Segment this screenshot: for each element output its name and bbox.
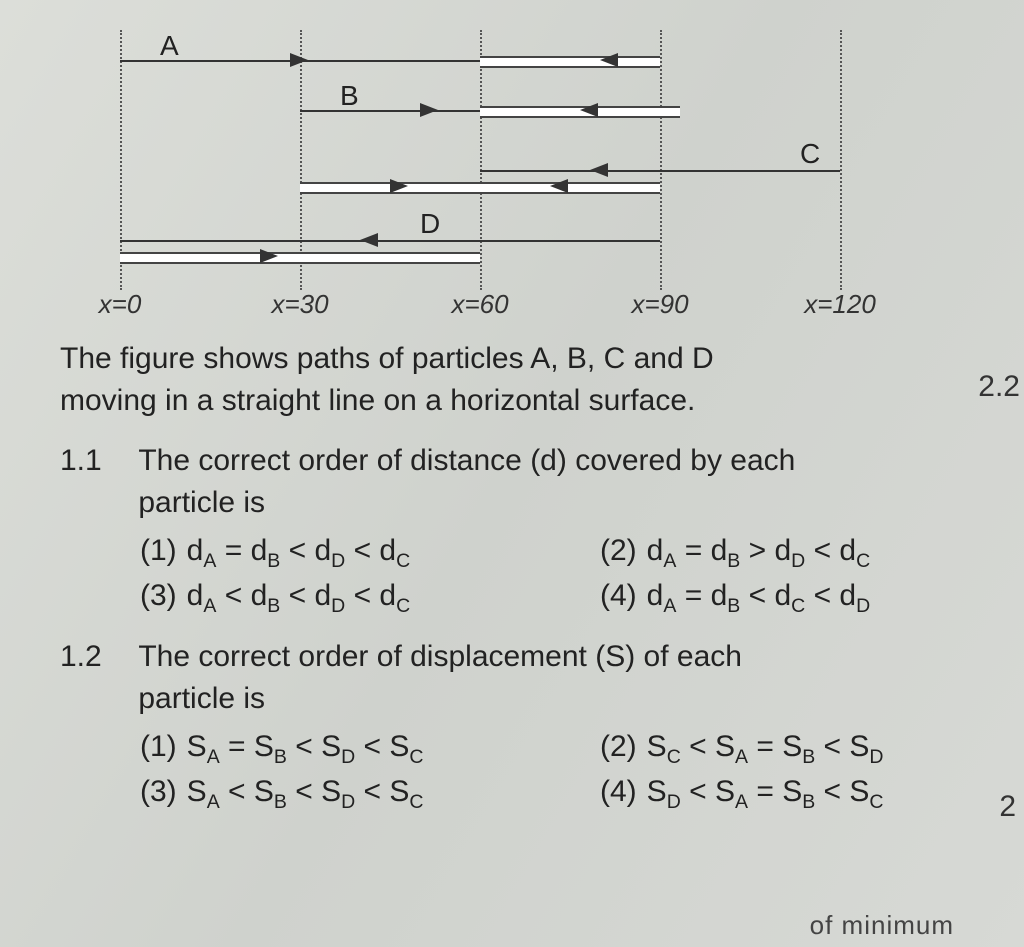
answer-option[interactable]: (4) dA = dB < dC < dD <box>600 579 1000 618</box>
particle-path-diagram: x=0x=30x=60x=90x=120ABCD <box>120 30 940 320</box>
direction-arrow-icon <box>600 53 618 67</box>
option-formula: dA = dB < dD < dC <box>187 534 411 573</box>
path-line <box>300 110 480 112</box>
direction-arrow-icon <box>590 163 608 177</box>
x-axis-label: x=30 <box>271 289 328 320</box>
direction-arrow-icon <box>360 233 378 247</box>
particle-label-a: A <box>160 30 179 62</box>
cropped-text: of minimum <box>810 910 954 941</box>
path-line <box>120 240 660 242</box>
option-formula: dA = dB > dD < dC <box>647 534 871 573</box>
option-formula: SA < SB < SD < SC <box>187 775 424 814</box>
direction-arrow-icon <box>550 179 568 193</box>
figure-caption: The figure shows paths of particles A, B… <box>60 338 940 422</box>
answer-option[interactable]: (1) dA = dB < dD < dC <box>140 534 540 573</box>
option-number: (2) <box>600 730 637 764</box>
answer-option[interactable]: (2) SC < SA = SB < SD <box>600 730 1000 769</box>
page: x=0 x=30 x=60 x=90 x=120 A B C D The figure show… <box>0 0 1024 947</box>
path-line <box>480 170 840 172</box>
path-track <box>480 56 660 68</box>
option-formula: SA = SB < SD < SC <box>187 730 424 769</box>
x-axis-label: x=60 <box>451 289 508 320</box>
option-row: (3) SA < SB < SD < SC (4) SD < SA = SB < SC <box>140 775 994 814</box>
direction-arrow-icon <box>390 179 408 193</box>
x-gridline <box>660 30 662 290</box>
x-gridline <box>300 30 302 290</box>
caption-line-1: The figure shows paths of particles A, B… <box>60 342 714 375</box>
option-formula: dA < dB < dD < dC <box>187 579 411 618</box>
option-number: (4) <box>600 579 637 613</box>
option-number: (3) <box>140 775 177 809</box>
x-axis-label: x=120 <box>804 289 876 320</box>
question-text: The correct order of displacement (S) of… <box>138 636 938 720</box>
option-formula: SD < SA = SB < SC <box>647 775 884 814</box>
question-1-2: 1.2 The correct order of displacement (S… <box>60 636 940 720</box>
path-track <box>300 182 660 194</box>
question-1-options: (1) dA = dB < dD < dC (2) dA = dB > dD < dC… <box>140 534 994 618</box>
margin-label: 2.2 <box>978 370 1020 404</box>
x-gridline <box>840 30 842 290</box>
question-2-options: (1) SA = SB < SD < SC (2) SC < SA = SB < SD… <box>140 730 994 814</box>
question-number: 1.1 <box>60 440 130 482</box>
question-1-1: 1.1 The correct order of distance (d) co… <box>60 440 940 524</box>
option-row: (1) SA = SB < SD < SC (2) SC < SA = SB < SD <box>140 730 994 769</box>
direction-arrow-icon <box>260 249 278 263</box>
particle-label-b: B <box>340 80 359 112</box>
direction-arrow-icon <box>290 53 308 67</box>
option-number: (4) <box>600 775 637 809</box>
option-number: (2) <box>600 534 637 568</box>
option-formula: dA = dB < dC < dD <box>647 579 871 618</box>
option-number: (1) <box>140 534 177 568</box>
answer-option[interactable]: (3) dA < dB < dD < dC <box>140 579 540 618</box>
option-number: (1) <box>140 730 177 764</box>
particle-label-d: D <box>420 208 440 240</box>
x-axis-label: x=90 <box>631 289 688 320</box>
direction-arrow-icon <box>580 103 598 117</box>
direction-arrow-icon <box>420 103 438 117</box>
path-track <box>120 252 480 264</box>
caption-line-2: moving in a straight line on a horizonta… <box>60 384 695 417</box>
margin-label: 2 <box>999 790 1016 824</box>
option-formula: SC < SA = SB < SD <box>647 730 884 769</box>
question-number: 1.2 <box>60 636 130 678</box>
option-row: (3) dA < dB < dD < dC (4) dA = dB < dC < dD <box>140 579 994 618</box>
option-number: (3) <box>140 579 177 613</box>
answer-option[interactable]: (3) SA < SB < SD < SC <box>140 775 540 814</box>
particle-label-c: C <box>800 138 820 170</box>
answer-option[interactable]: (4) SD < SA = SB < SC <box>600 775 1000 814</box>
option-row: (1) dA = dB < dD < dC (2) dA = dB > dD < dC <box>140 534 994 573</box>
x-axis-label: x=0 <box>99 289 142 320</box>
answer-option[interactable]: (1) SA = SB < SD < SC <box>140 730 540 769</box>
x-gridline <box>120 30 122 290</box>
question-text: The correct order of distance (d) covere… <box>138 440 938 524</box>
answer-option[interactable]: (2) dA = dB > dD < dC <box>600 534 1000 573</box>
x-gridline <box>480 30 482 290</box>
